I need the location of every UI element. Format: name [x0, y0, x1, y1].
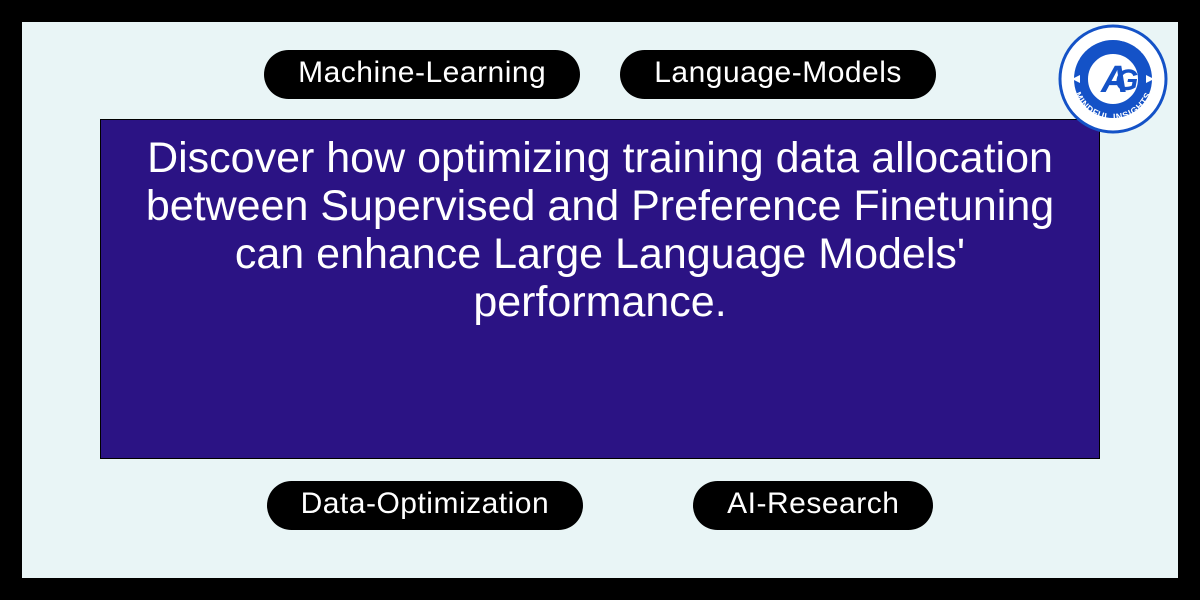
tag-row-top: Machine-Learning Language-Models — [264, 50, 936, 99]
logo-monogram-g: G — [1115, 64, 1138, 97]
inner-panel: GRAB ADVICE MINDFUL INSIGHTS A G Machine… — [22, 22, 1178, 578]
tag-machine-learning: Machine-Learning — [264, 50, 580, 99]
tag-ai-research: AI-Research — [693, 481, 933, 530]
outer-frame: GRAB ADVICE MINDFUL INSIGHTS A G Machine… — [0, 0, 1200, 600]
tag-row-bottom: Data-Optimization AI-Research — [267, 481, 934, 530]
headline-box: Discover how optimizing training data al… — [100, 119, 1100, 459]
headline-text: Discover how optimizing training data al… — [125, 134, 1075, 327]
tag-language-models: Language-Models — [620, 50, 936, 99]
brand-logo: GRAB ADVICE MINDFUL INSIGHTS A G — [1058, 24, 1168, 134]
tag-data-optimization: Data-Optimization — [267, 481, 584, 530]
